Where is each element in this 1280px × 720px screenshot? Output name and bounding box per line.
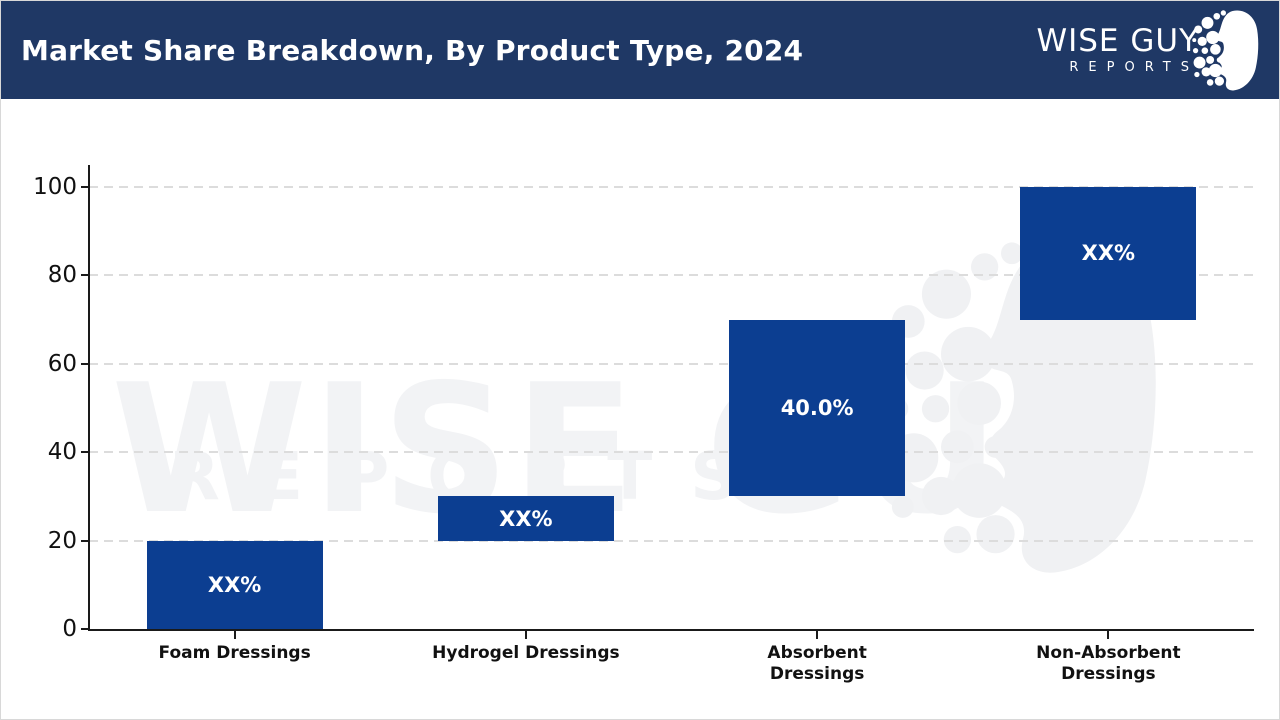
bar-2 [437, 496, 614, 541]
y-tick-label-100: 100 [33, 174, 77, 200]
y-tick-label-0: 0 [62, 616, 77, 642]
y-tick-label-60: 60 [47, 350, 77, 377]
x-category-label-2: Hydrogel Dressings [376, 643, 676, 664]
y-axis-line [88, 165, 90, 631]
bar-value-label-4: XX% [1081, 241, 1136, 266]
bar-1 [146, 540, 323, 629]
y-tick-100 [81, 186, 89, 188]
bar-value-label-3: 40.0% [780, 396, 854, 420]
gridline-80 [89, 274, 1254, 277]
page-title: Market Share Breakdown, By Product Type,… [21, 33, 804, 67]
x-tick-4 [1107, 631, 1110, 639]
x-axis-line [88, 629, 1254, 631]
x-category-label-line: Foam Dressings [158, 643, 311, 663]
x-category-label-line: Dressings [769, 664, 865, 684]
x-category-label-line: Absorbent [767, 643, 867, 663]
gridline-100 [89, 186, 1254, 188]
gridline-60 [89, 362, 1254, 365]
header-bar: Market Share Breakdown, By Product Type,… [1, 1, 1279, 99]
y-tick-60 [81, 362, 89, 365]
brand-subtitle: REPORTS [1069, 59, 1199, 75]
brand-name: WISE GUY [1036, 23, 1199, 60]
y-tick-80 [81, 274, 89, 277]
y-tick-label-20: 20 [47, 527, 77, 554]
chart-area: WISE GU REPORTS 0 20 40 60 80 100 XX% XX% 40.0%… [1, 99, 1279, 719]
bar-4 [1020, 187, 1197, 320]
brand-logo: WISE GUY REPORTS [1036, 5, 1271, 95]
gridline-40 [89, 451, 1254, 454]
y-tick-0 [81, 628, 89, 630]
gridline-20 [89, 539, 1254, 542]
x-category-label-1: Foam Dressings [85, 643, 385, 664]
x-tick-1 [233, 631, 236, 639]
x-category-label-line: Dressings [1061, 664, 1156, 684]
x-category-label-3: Absorbent Dressings [667, 643, 967, 685]
y-tick-label-40: 40 [47, 439, 77, 466]
x-tick-3 [816, 631, 819, 639]
bar-value-label-1: XX% [207, 572, 262, 597]
brand-logo-text: WISE GUY REPORTS [1036, 25, 1199, 75]
y-tick-40 [81, 451, 89, 454]
brand-face-icon [1192, 10, 1259, 91]
x-category-label-line: Hydrogel Dressings [432, 643, 620, 663]
y-tick-20 [81, 539, 89, 542]
bar-value-label-2: XX% [499, 506, 553, 531]
x-tick-2 [524, 631, 527, 639]
x-category-label-4: Non-Absorbent Dressings [958, 643, 1258, 685]
x-category-label-line: Non-Absorbent [1036, 643, 1181, 663]
bar-3 [729, 319, 906, 497]
y-tick-label-80: 80 [47, 262, 77, 289]
